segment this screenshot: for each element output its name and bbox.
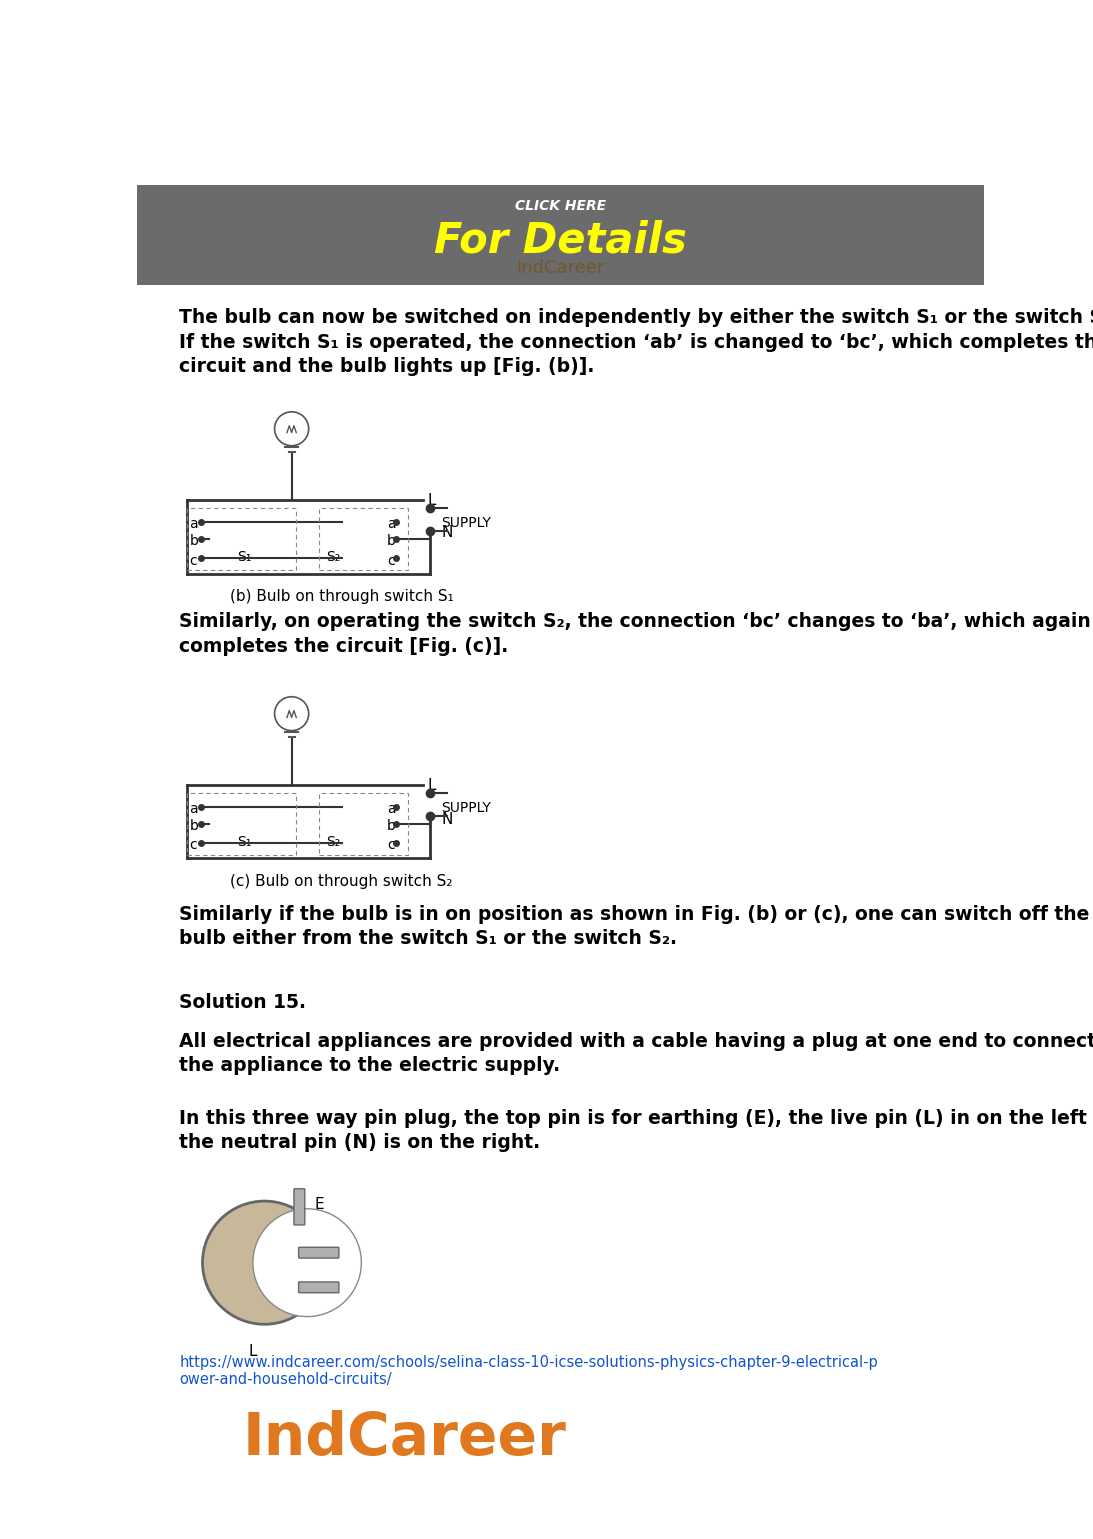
Text: L: L — [249, 1344, 258, 1359]
Bar — [319, 793, 408, 854]
Text: ower-and-household-circuits/: ower-and-household-circuits/ — [179, 1373, 392, 1387]
Text: IndCareer: IndCareer — [243, 1410, 566, 1467]
Text: L: L — [427, 492, 436, 508]
Text: a: a — [387, 802, 396, 816]
Text: SUPPLY: SUPPLY — [442, 800, 491, 814]
Text: S₂: S₂ — [327, 551, 341, 565]
Text: c: c — [189, 839, 197, 853]
Circle shape — [252, 1208, 362, 1316]
Text: In this three way pin plug, the top pin is for earthing (E), the live pin (L) in: In this three way pin plug, the top pin … — [179, 1108, 1093, 1128]
Text: a: a — [387, 517, 396, 531]
Text: All electrical appliances are provided with a cable having a plug at one end to : All electrical appliances are provided w… — [179, 1031, 1093, 1051]
Text: b: b — [387, 819, 396, 833]
Text: a: a — [189, 517, 198, 531]
Text: b: b — [189, 534, 198, 548]
Text: N: N — [345, 1250, 357, 1265]
Text: IndCareer: IndCareer — [516, 259, 604, 277]
Bar — [137, 185, 984, 285]
Text: S₂: S₂ — [327, 836, 341, 850]
Text: completes the circuit [Fig. (c)].: completes the circuit [Fig. (c)]. — [179, 637, 508, 656]
Text: c: c — [387, 839, 395, 853]
FancyBboxPatch shape — [298, 1282, 339, 1293]
Bar — [319, 508, 408, 569]
Text: Similarly, on operating the switch S₂, the connection ‘bc’ changes to ‘ba’, whic: Similarly, on operating the switch S₂, t… — [179, 613, 1091, 631]
Text: ε: ε — [193, 1420, 211, 1448]
Text: the neutral pin (N) is on the right.: the neutral pin (N) is on the right. — [179, 1133, 540, 1153]
Text: b: b — [189, 819, 198, 833]
Text: E: E — [315, 1197, 325, 1213]
Text: S₁: S₁ — [237, 836, 251, 850]
Text: CLICK HERE: CLICK HERE — [515, 199, 606, 214]
Text: N: N — [442, 525, 453, 540]
Text: circuit and the bulb lights up [Fig. (b)].: circuit and the bulb lights up [Fig. (b)… — [179, 357, 595, 376]
FancyBboxPatch shape — [294, 1188, 305, 1225]
Text: For Details: For Details — [434, 219, 686, 262]
Text: (c) Bulb on through switch S₂: (c) Bulb on through switch S₂ — [230, 874, 453, 890]
FancyBboxPatch shape — [298, 1247, 339, 1257]
Text: (b) Bulb on through switch S₁: (b) Bulb on through switch S₁ — [230, 589, 454, 603]
Text: The bulb can now be switched on independently by either the switch S₁ or the swi: The bulb can now be switched on independ… — [179, 308, 1093, 326]
Text: Similarly if the bulb is in on position as shown in Fig. (b) or (c), one can swi: Similarly if the bulb is in on position … — [179, 905, 1090, 923]
Text: b: b — [387, 534, 396, 548]
Text: https://www.indcareer.com/schools/selina-class-10-icse-solutions-physics-chapter: https://www.indcareer.com/schools/selina… — [179, 1354, 878, 1370]
Bar — [187, 793, 295, 854]
Text: N: N — [442, 813, 453, 828]
Text: a: a — [189, 802, 198, 816]
Text: the appliance to the electric supply.: the appliance to the electric supply. — [179, 1056, 561, 1076]
Text: L: L — [427, 777, 436, 793]
Circle shape — [172, 1404, 234, 1465]
Text: If the switch S₁ is operated, the connection ‘ab’ is changed to ‘bc’, which comp: If the switch S₁ is operated, the connec… — [179, 332, 1093, 351]
Text: c: c — [189, 554, 197, 568]
Circle shape — [202, 1200, 327, 1324]
Bar — [187, 508, 295, 569]
Text: S₁: S₁ — [237, 551, 251, 565]
Text: bulb either from the switch S₁ or the switch S₂.: bulb either from the switch S₁ or the sw… — [179, 930, 678, 948]
Text: Solution 15.: Solution 15. — [179, 993, 306, 1013]
Text: SUPPLY: SUPPLY — [442, 516, 491, 529]
Text: c: c — [387, 554, 395, 568]
